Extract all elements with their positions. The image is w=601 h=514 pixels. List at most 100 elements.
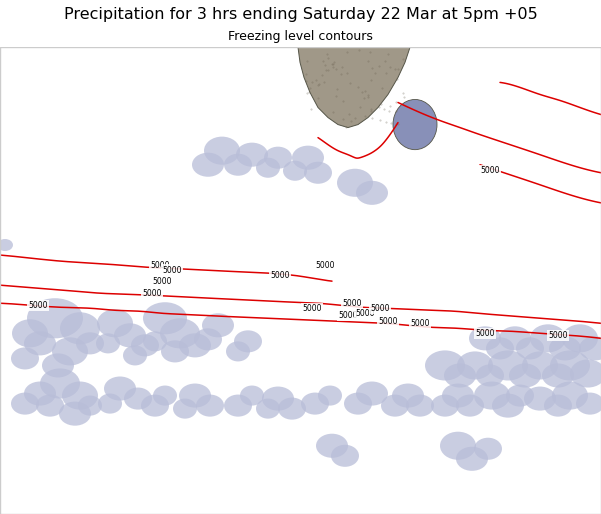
- Ellipse shape: [160, 318, 200, 348]
- Ellipse shape: [542, 363, 574, 388]
- Ellipse shape: [469, 326, 501, 351]
- Ellipse shape: [143, 332, 167, 352]
- Ellipse shape: [530, 324, 566, 353]
- Ellipse shape: [161, 340, 189, 362]
- Ellipse shape: [262, 387, 294, 411]
- Ellipse shape: [440, 432, 476, 460]
- Text: 5000: 5000: [338, 311, 358, 320]
- Text: 5000: 5000: [302, 304, 322, 313]
- Text: 5000: 5000: [378, 317, 398, 326]
- Ellipse shape: [292, 145, 324, 170]
- Ellipse shape: [52, 337, 88, 365]
- Ellipse shape: [444, 363, 476, 388]
- Ellipse shape: [474, 381, 510, 410]
- Ellipse shape: [12, 319, 48, 347]
- Ellipse shape: [544, 395, 572, 417]
- Ellipse shape: [381, 395, 409, 417]
- Ellipse shape: [488, 351, 528, 380]
- Ellipse shape: [356, 381, 388, 406]
- Ellipse shape: [456, 395, 484, 417]
- Ellipse shape: [123, 345, 147, 365]
- Ellipse shape: [331, 445, 359, 467]
- Text: 5000: 5000: [28, 301, 47, 310]
- Ellipse shape: [278, 397, 306, 419]
- Ellipse shape: [392, 383, 424, 408]
- Ellipse shape: [492, 394, 524, 418]
- Ellipse shape: [476, 364, 504, 387]
- Ellipse shape: [524, 387, 556, 411]
- Ellipse shape: [96, 334, 120, 354]
- Ellipse shape: [24, 381, 56, 406]
- Ellipse shape: [194, 328, 222, 351]
- Ellipse shape: [0, 239, 13, 251]
- Text: 5000: 5000: [370, 304, 390, 313]
- Ellipse shape: [59, 401, 91, 426]
- Text: Freezing level contours: Freezing level contours: [228, 30, 373, 43]
- Text: Precipitation for 3 hrs ending Saturday 22 Mar at 5pm +05: Precipitation for 3 hrs ending Saturday …: [64, 7, 537, 22]
- Ellipse shape: [153, 386, 177, 406]
- Ellipse shape: [173, 398, 197, 418]
- Text: 5000: 5000: [410, 319, 430, 328]
- Text: 5000: 5000: [480, 166, 500, 175]
- Text: 5000: 5000: [342, 299, 362, 308]
- Ellipse shape: [509, 363, 541, 388]
- Ellipse shape: [62, 381, 98, 410]
- Ellipse shape: [256, 158, 280, 178]
- Text: 5000: 5000: [355, 309, 375, 318]
- Ellipse shape: [141, 395, 169, 417]
- Ellipse shape: [576, 393, 601, 415]
- Ellipse shape: [97, 309, 133, 337]
- Ellipse shape: [499, 326, 531, 351]
- Ellipse shape: [442, 383, 474, 408]
- Ellipse shape: [240, 386, 264, 406]
- Ellipse shape: [192, 153, 224, 177]
- Ellipse shape: [522, 352, 558, 379]
- Ellipse shape: [98, 394, 122, 414]
- Ellipse shape: [486, 337, 514, 359]
- Ellipse shape: [226, 341, 250, 361]
- Ellipse shape: [579, 336, 601, 360]
- Ellipse shape: [11, 393, 39, 415]
- Ellipse shape: [318, 386, 342, 406]
- Ellipse shape: [456, 447, 488, 471]
- Text: 5000: 5000: [162, 266, 182, 274]
- Ellipse shape: [425, 351, 465, 380]
- Ellipse shape: [406, 395, 434, 417]
- Ellipse shape: [76, 333, 104, 355]
- Text: 5000: 5000: [152, 277, 172, 286]
- Ellipse shape: [143, 302, 187, 334]
- Ellipse shape: [11, 347, 39, 370]
- Ellipse shape: [124, 388, 152, 410]
- Ellipse shape: [27, 298, 83, 338]
- Ellipse shape: [337, 169, 373, 197]
- Ellipse shape: [236, 143, 268, 167]
- Ellipse shape: [40, 369, 80, 398]
- Ellipse shape: [196, 395, 224, 417]
- Text: 5000: 5000: [142, 289, 162, 298]
- Ellipse shape: [256, 398, 280, 418]
- Ellipse shape: [431, 395, 459, 417]
- Ellipse shape: [550, 351, 590, 380]
- Text: 5000: 5000: [150, 261, 169, 269]
- Ellipse shape: [179, 383, 211, 408]
- Ellipse shape: [474, 438, 502, 460]
- Ellipse shape: [356, 181, 388, 205]
- Ellipse shape: [549, 336, 581, 360]
- Ellipse shape: [570, 359, 601, 388]
- Ellipse shape: [304, 162, 332, 184]
- Ellipse shape: [393, 100, 437, 150]
- Ellipse shape: [36, 395, 64, 417]
- Ellipse shape: [114, 323, 146, 347]
- Text: 5000: 5000: [548, 331, 568, 340]
- Ellipse shape: [131, 334, 159, 356]
- Ellipse shape: [78, 396, 102, 416]
- Ellipse shape: [42, 354, 74, 377]
- Ellipse shape: [301, 393, 329, 415]
- Ellipse shape: [516, 337, 544, 359]
- Ellipse shape: [234, 331, 262, 353]
- Text: 5000: 5000: [475, 329, 495, 338]
- Ellipse shape: [224, 395, 252, 417]
- Ellipse shape: [506, 384, 534, 407]
- Text: 5000: 5000: [316, 261, 335, 269]
- Ellipse shape: [24, 332, 56, 355]
